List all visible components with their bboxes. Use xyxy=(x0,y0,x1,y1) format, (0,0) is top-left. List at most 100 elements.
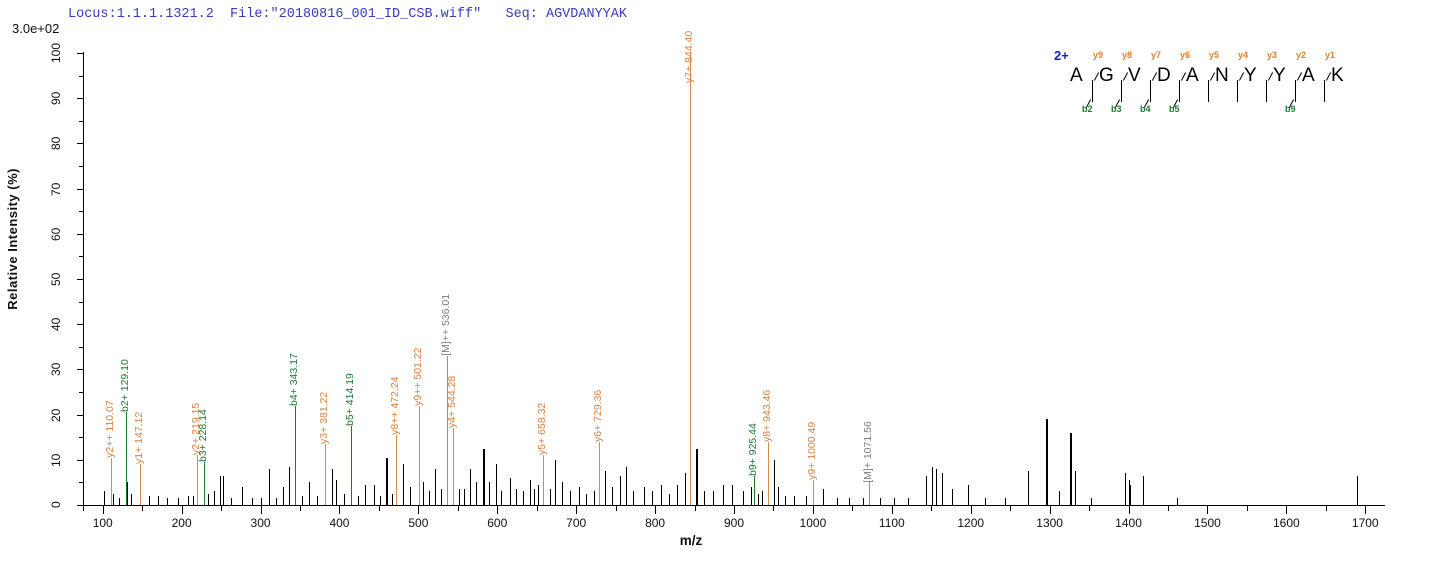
y-axis-minor-tick xyxy=(79,75,84,77)
x-axis-tick-label: 1600 xyxy=(1273,516,1300,530)
y-axis-tick xyxy=(77,53,84,54)
spectrum-peak xyxy=(241,486,243,505)
y-axis-minor-tick xyxy=(79,437,84,439)
x-axis-minor-tick xyxy=(1246,506,1248,511)
peak-label: y8++ 472.24 xyxy=(389,376,402,435)
spectrum-peak xyxy=(1090,498,1092,505)
spectrum-peak xyxy=(223,475,225,505)
spectrum-peak xyxy=(1128,480,1130,505)
spectrum-peak xyxy=(569,491,571,505)
x-axis-tick-label: 800 xyxy=(645,516,666,530)
y-axis-tick-label: 70 xyxy=(49,181,63,196)
annotated-peak-b xyxy=(203,462,205,505)
x-axis-tick-label: 200 xyxy=(171,516,192,530)
spectrum-peak xyxy=(611,486,613,505)
peak-label: y6+ 729.36 xyxy=(592,389,605,442)
peak-label: y3+ 381.22 xyxy=(317,391,330,444)
fragment-divider xyxy=(1179,80,1180,102)
y-axis-minor-tick xyxy=(79,211,84,213)
y-axis-tick-label: 80 xyxy=(49,136,63,151)
y-axis-tick-label: 100 xyxy=(49,42,63,64)
annotated-peak-y xyxy=(419,405,421,505)
peptide-residue: A xyxy=(1186,65,1199,86)
spectrum-peak xyxy=(538,484,540,505)
annotated-peak-y xyxy=(690,53,692,505)
spectrum-peak xyxy=(193,495,195,505)
y-ion-label: y8 xyxy=(1122,50,1133,60)
x-axis-tick xyxy=(181,506,183,514)
b-ion-label: b9 xyxy=(1285,104,1296,114)
spectrum-peak xyxy=(104,491,106,505)
peak-label: y5+ 658.32 xyxy=(536,403,549,456)
peak-label: y9+ 1000.49 xyxy=(806,422,819,481)
spectrum-peak xyxy=(423,482,425,505)
spectrum-peak xyxy=(309,482,311,505)
x-axis-tick xyxy=(1207,506,1209,514)
x-axis-minor-tick xyxy=(1010,506,1012,511)
x-axis-tick xyxy=(1128,506,1130,514)
y-axis-minor-tick xyxy=(79,392,84,393)
spectrum-peak xyxy=(441,489,443,505)
spectrum-peak xyxy=(951,489,953,505)
spectrum-peak xyxy=(685,473,687,505)
fragment-divider xyxy=(1150,80,1151,102)
peak-label: b2+ 129.10 xyxy=(118,359,131,413)
spectrum-peak xyxy=(561,482,563,505)
spectrum-peak xyxy=(379,495,381,505)
spectrum-peak xyxy=(522,491,524,505)
peptide-residue: Y xyxy=(1244,65,1257,86)
y-axis-minor-tick xyxy=(79,166,84,167)
x-axis-tick xyxy=(655,506,657,514)
x-axis-title: m/z xyxy=(679,533,703,548)
spectrum-peak xyxy=(632,491,634,505)
y-axis-minor-tick xyxy=(79,346,84,348)
peak-label: [M]++ 536.01 xyxy=(439,293,452,356)
spectrum-peak xyxy=(774,459,776,505)
fragment-divider xyxy=(1324,80,1325,102)
x-axis-minor-tick xyxy=(83,506,84,511)
spectrum-peak xyxy=(805,495,807,505)
x-axis-tick xyxy=(576,506,578,514)
spectrum-peak xyxy=(593,491,595,505)
spectrum-peak xyxy=(732,484,734,505)
annotated-peak-y xyxy=(324,443,326,505)
spectrum-peak xyxy=(260,498,262,505)
b-ion-label: b5 xyxy=(1169,104,1180,114)
x-axis-minor-tick xyxy=(221,506,223,511)
peptide-residue: G xyxy=(1099,65,1114,86)
b-ion-label: b4 xyxy=(1140,104,1151,114)
y-axis-tick xyxy=(77,324,84,326)
y-axis-tick xyxy=(77,459,84,461)
x-axis-minor-tick xyxy=(142,506,144,511)
y-axis-tick-label: 40 xyxy=(49,317,63,331)
spectrum-peak xyxy=(118,498,120,505)
y-ion-label: y4 xyxy=(1238,50,1249,60)
spectrum-peak xyxy=(251,498,253,505)
spectrum-peak xyxy=(409,486,411,505)
peak-label: y7+ 844.40 xyxy=(683,30,696,83)
peak-label: y4+ 544.28 xyxy=(446,375,459,429)
annotated-peak-y xyxy=(599,441,601,505)
spectrum-peak xyxy=(669,493,671,505)
y-axis-minor-tick xyxy=(79,482,84,484)
spectrum-peak xyxy=(1070,432,1073,505)
peptide-residue: N xyxy=(1215,65,1229,86)
peak-label: [M]+ 1071.56 xyxy=(862,420,875,483)
x-axis-minor-tick xyxy=(536,506,538,511)
annotated-peak-b xyxy=(754,475,756,505)
y-axis-tick xyxy=(77,279,84,280)
spectrum-peak xyxy=(984,498,986,505)
x-axis-tick-label: 400 xyxy=(329,516,350,530)
spectrum-peak xyxy=(403,464,405,505)
peptide-residue: A xyxy=(1302,65,1315,86)
annotated-peak-y xyxy=(543,455,545,505)
y-ion-label: y3 xyxy=(1267,50,1278,60)
spectrum-peak xyxy=(661,484,663,505)
x-axis-tick xyxy=(339,506,341,514)
spectrum-peak xyxy=(932,466,934,505)
y-axis-tick xyxy=(77,143,84,145)
fragment-divider xyxy=(1208,80,1209,102)
spectrum-peak xyxy=(317,495,319,505)
peak-label: b5+ 414.19 xyxy=(343,373,356,426)
y-axis-tick-label: 90 xyxy=(49,91,63,105)
